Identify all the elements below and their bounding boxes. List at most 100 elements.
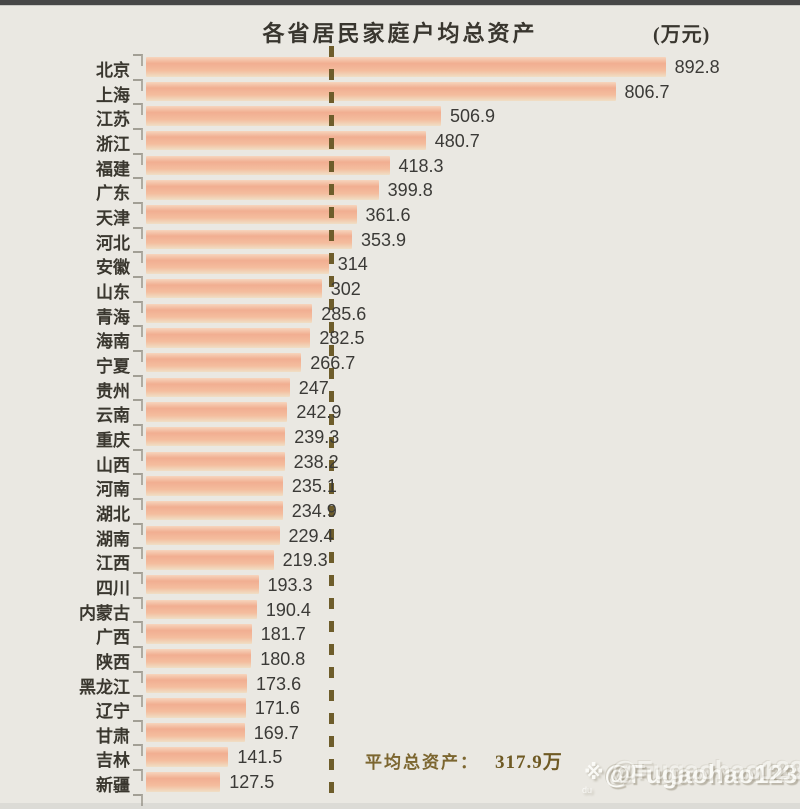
bar (146, 624, 252, 644)
value-label: 190.4 (265, 599, 311, 620)
value-label: 892.8 (674, 57, 720, 77)
category-label: 湖北 (96, 504, 130, 524)
bar (146, 500, 283, 521)
category-label: 山西 (96, 455, 130, 475)
value-label: 266.7 (310, 352, 356, 373)
top-window-strip (0, 0, 800, 6)
bar (146, 599, 257, 620)
average-dashed-line (328, 46, 334, 802)
value-label: 234.9 (291, 500, 337, 521)
axis-tick (133, 719, 143, 732)
value-label: 229.4 (288, 525, 334, 546)
watermark-logo-sub: du (582, 785, 593, 795)
watermark-logo-icon: ※ du (582, 758, 603, 795)
category-label: 广东 (96, 184, 130, 204)
bar (146, 525, 280, 546)
chart-title: 各省居民家庭户均总资产 (262, 21, 538, 46)
category-label: 江苏 (96, 110, 130, 130)
category-label: 黑龙江 (79, 677, 130, 697)
watermark: ※ du @Fugaohao123 (582, 754, 800, 795)
bar (146, 352, 302, 373)
bar (146, 673, 247, 693)
value-label: 242.9 (296, 402, 342, 423)
axis-tick (133, 201, 143, 214)
category-label: 新疆 (96, 776, 130, 796)
axis-tick (133, 769, 143, 782)
category-label: 海南 (96, 332, 130, 352)
axis-tick (133, 374, 143, 387)
value-label: 235.1 (291, 476, 337, 497)
value-label: 399.8 (387, 180, 433, 201)
bar (146, 574, 259, 595)
axis-tick (133, 349, 143, 362)
value-label: 480.7 (434, 130, 480, 151)
axis-tick (133, 497, 143, 510)
axis-tick (133, 226, 143, 239)
bar (146, 155, 390, 176)
axis-tick (133, 793, 143, 806)
axis-tick (133, 152, 143, 165)
bar (146, 426, 286, 447)
category-label: 北京 (96, 61, 130, 80)
axis-tick (133, 596, 143, 609)
value-label: 418.3 (398, 155, 444, 176)
value-label: 285.6 (321, 303, 367, 324)
bar (146, 254, 329, 274)
axis-tick (133, 695, 143, 708)
value-label: 180.8 (260, 648, 306, 669)
bar (146, 57, 666, 77)
bar (146, 328, 311, 348)
value-label: 239.3 (294, 426, 340, 447)
category-label: 甘肃 (96, 726, 130, 746)
average-annotation-label: 平均总资产： (365, 753, 479, 772)
value-label: 238.2 (293, 451, 339, 472)
axis-tick (133, 300, 143, 313)
axis-tick (133, 547, 143, 560)
value-label: 169.7 (253, 722, 299, 743)
bar (146, 229, 352, 250)
bar (146, 648, 252, 669)
bar (146, 698, 246, 718)
category-label: 四川 (96, 578, 130, 598)
category-label: 广西 (96, 628, 130, 648)
value-label: 173.6 (256, 673, 302, 694)
bar (146, 476, 283, 496)
category-label: 吉林 (96, 751, 130, 771)
value-label: 141.5 (237, 747, 283, 768)
category-label: 内蒙古 (79, 603, 130, 623)
axis-tick (133, 621, 143, 634)
value-label: 302 (330, 278, 361, 299)
category-label: 宁夏 (96, 356, 130, 376)
bar (146, 402, 288, 422)
value-label: 361.6 (365, 204, 411, 225)
value-label: 506.9 (450, 106, 496, 127)
category-label: 江西 (96, 554, 130, 574)
axis-tick (133, 670, 143, 683)
axis-tick (133, 54, 143, 66)
axis-tick (133, 645, 143, 658)
watermark-text: @Fugaohao123 (604, 754, 800, 790)
category-label: 陕西 (96, 652, 130, 672)
bar (146, 772, 221, 792)
category-label: 青海 (96, 307, 130, 327)
bar (146, 204, 357, 225)
category-label: 浙江 (96, 134, 130, 154)
axis-unit-label: (万元) (653, 24, 711, 46)
axis-tick (133, 571, 143, 584)
category-label: 上海 (96, 85, 130, 105)
category-label: 河北 (96, 233, 130, 253)
axis-tick (133, 325, 143, 338)
bar (146, 451, 285, 472)
bar (146, 278, 322, 299)
bottom-window-strip (0, 803, 800, 809)
value-label: 282.5 (319, 328, 365, 349)
bar (146, 106, 441, 126)
axis-tick (133, 448, 143, 461)
value-label: 127.5 (229, 772, 275, 793)
bar (146, 550, 274, 570)
value-label: 193.3 (267, 574, 313, 595)
category-label: 安徽 (96, 258, 130, 278)
bar (146, 130, 426, 151)
bar (146, 747, 229, 767)
